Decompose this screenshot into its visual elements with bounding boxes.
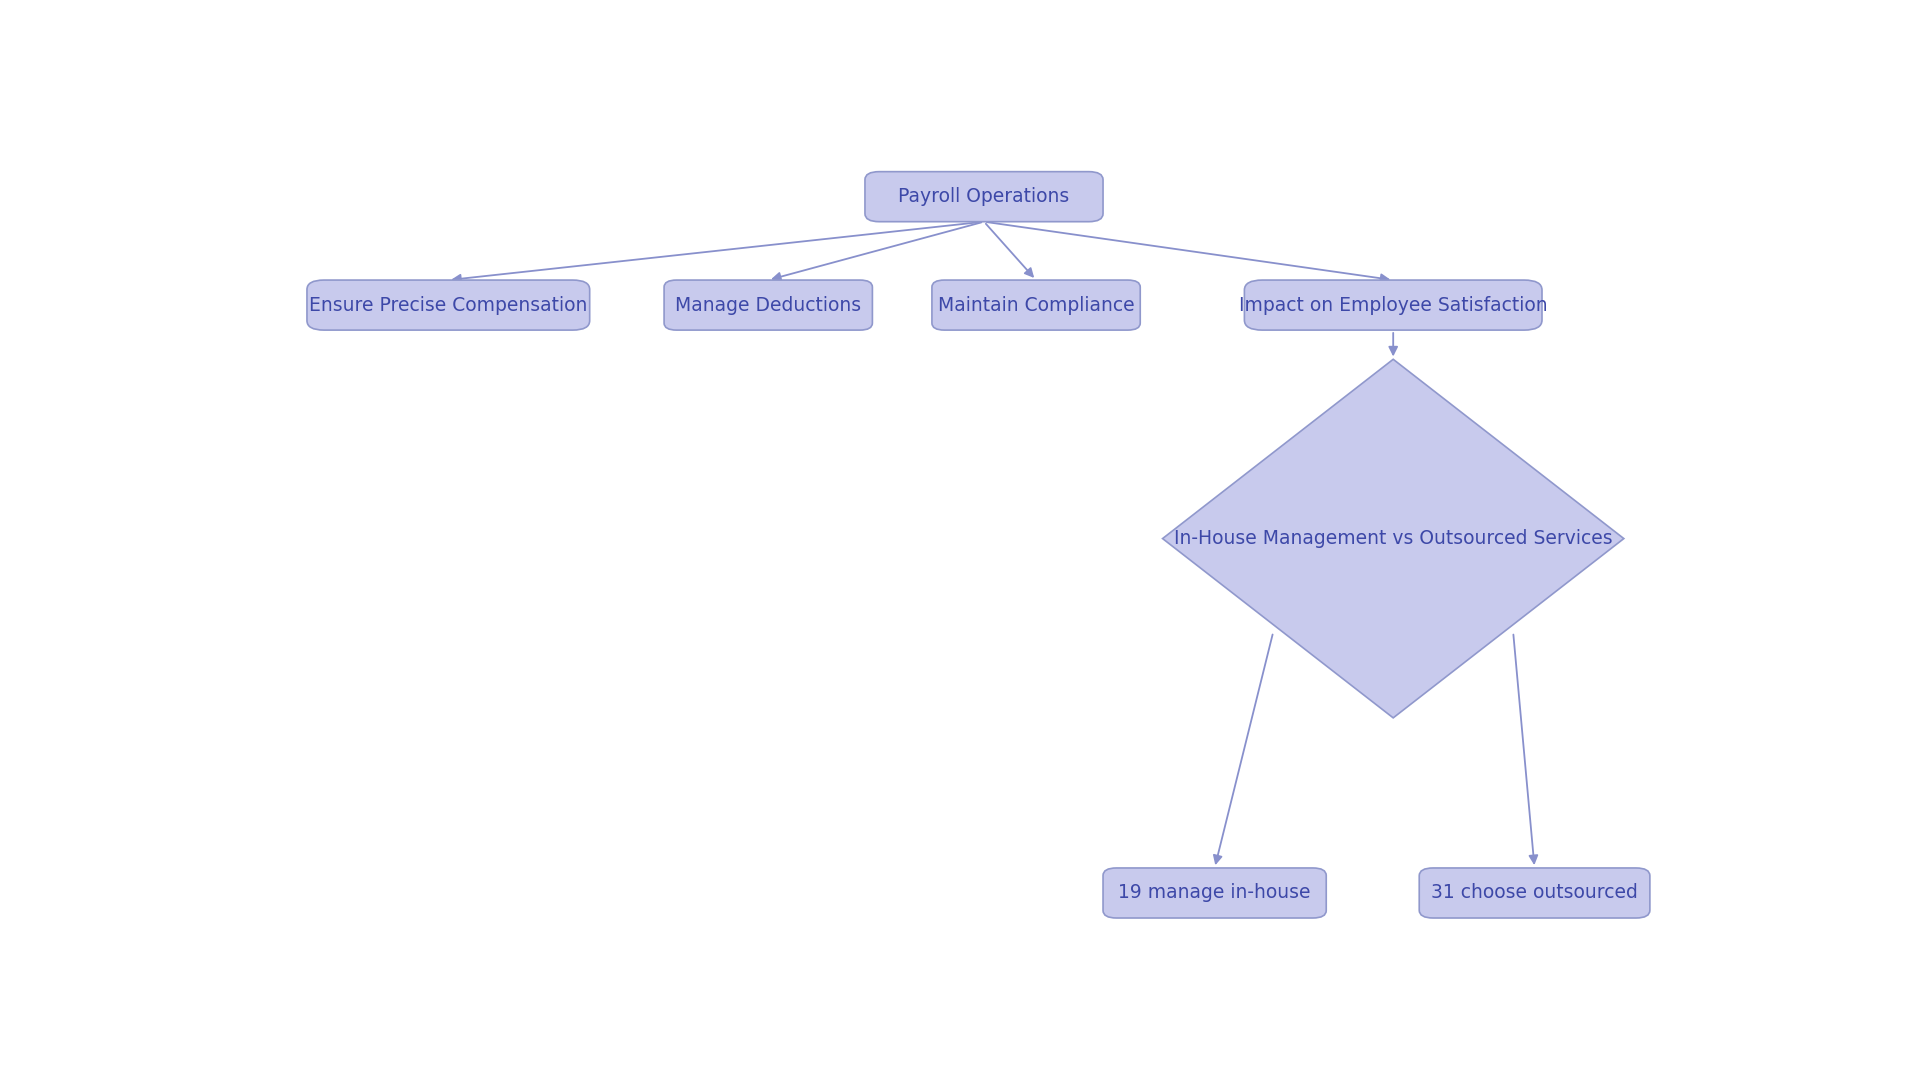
FancyBboxPatch shape: [864, 172, 1102, 222]
Text: Manage Deductions: Manage Deductions: [676, 296, 862, 314]
FancyBboxPatch shape: [664, 280, 872, 330]
Text: Ensure Precise Compensation: Ensure Precise Compensation: [309, 296, 588, 314]
Text: Maintain Compliance: Maintain Compliance: [937, 296, 1135, 314]
Text: 19 manage in-house: 19 manage in-house: [1117, 884, 1311, 902]
Text: In-House Management vs Outsourced Services: In-House Management vs Outsourced Servic…: [1173, 530, 1613, 548]
FancyBboxPatch shape: [1244, 280, 1542, 330]
Polygon shape: [1162, 360, 1624, 718]
FancyBboxPatch shape: [1419, 867, 1649, 918]
FancyBboxPatch shape: [307, 280, 589, 330]
Text: Payroll Operations: Payroll Operations: [899, 187, 1069, 206]
FancyBboxPatch shape: [931, 280, 1140, 330]
FancyBboxPatch shape: [1102, 867, 1327, 918]
Text: Impact on Employee Satisfaction: Impact on Employee Satisfaction: [1238, 296, 1548, 314]
Text: 31 choose outsourced: 31 choose outsourced: [1430, 884, 1638, 902]
